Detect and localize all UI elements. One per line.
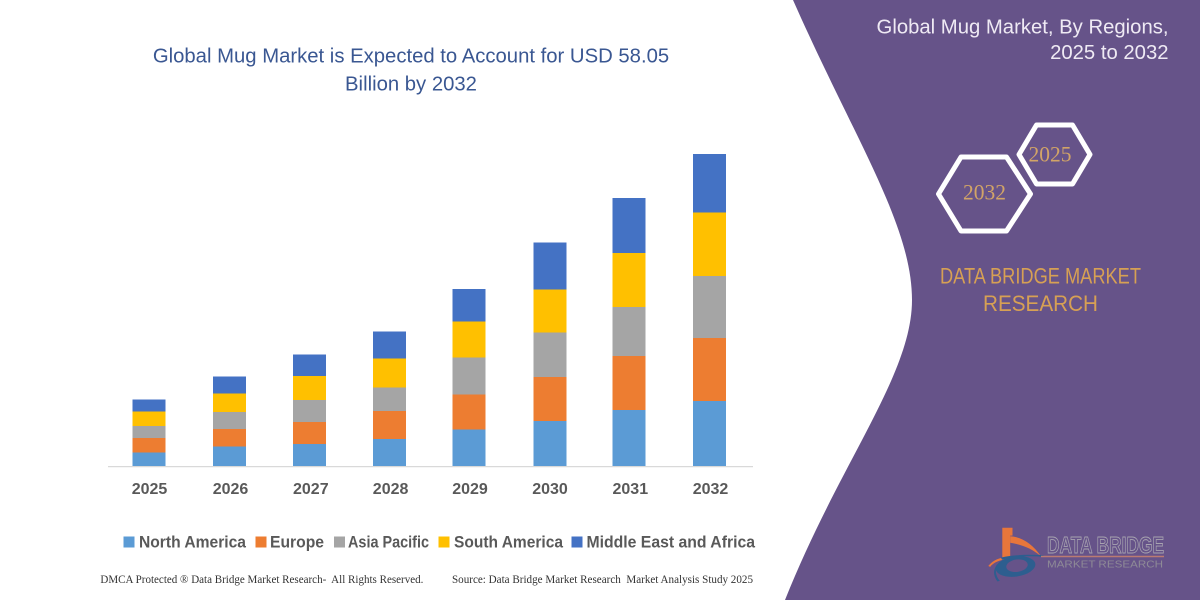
svg-text:Billion by 2032: Billion by 2032 (345, 73, 477, 95)
svg-text:DATA BRIDGE: DATA BRIDGE (1047, 532, 1164, 558)
svg-text:DMCA Protected ® Data Bridge M: DMCA Protected ® Data Bridge Market Rese… (100, 574, 423, 586)
svg-text:2027: 2027 (293, 481, 329, 498)
svg-text:Global Mug Market is Expected: Global Mug Market is Expected to Account… (153, 46, 669, 68)
svg-text:Source: Data Bridge Market Res: Source: Data Bridge Market Research Mark… (452, 574, 753, 586)
svg-text:MARKET RESEARCH: MARKET RESEARCH (1047, 559, 1163, 570)
svg-text:DATA BRIDGE MARKET: DATA BRIDGE MARKET (940, 264, 1141, 289)
svg-text:RESEARCH: RESEARCH (983, 291, 1098, 316)
svg-text:2025 to 2032: 2025 to 2032 (1050, 42, 1168, 64)
svg-text:2032: 2032 (963, 180, 1006, 205)
svg-text:2025: 2025 (1029, 142, 1072, 167)
svg-text:Middle East and Africa: Middle East and Africa (587, 533, 756, 552)
svg-text:2032: 2032 (693, 481, 729, 498)
svg-text:2030: 2030 (532, 481, 568, 498)
svg-text:Global Mug Market, By Regions,: Global Mug Market, By Regions, (877, 17, 1169, 39)
svg-text:Europe: Europe (270, 533, 324, 552)
svg-text:2028: 2028 (373, 481, 409, 498)
svg-text:North America: North America (139, 533, 246, 552)
svg-text:2029: 2029 (452, 481, 488, 498)
svg-text:2031: 2031 (613, 481, 649, 498)
svg-text:South America: South America (454, 533, 563, 552)
svg-text:2026: 2026 (213, 481, 249, 498)
svg-text:Asia Pacific: Asia Pacific (348, 533, 429, 552)
svg-text:2025: 2025 (132, 481, 168, 498)
